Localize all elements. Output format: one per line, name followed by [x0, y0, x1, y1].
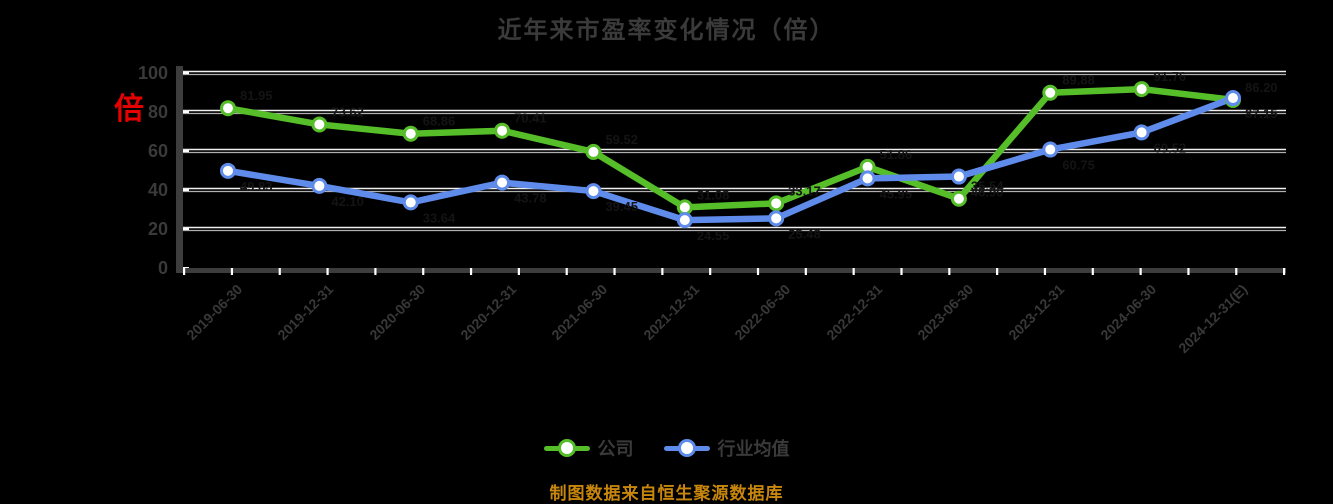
data-point-label-公司: 33.17 — [788, 183, 821, 198]
y-axis-tick — [183, 189, 189, 191]
legend-label-industry-average: 行业均值 — [717, 439, 790, 459]
x-axis-tick — [996, 268, 999, 275]
data-point-公司 — [220, 100, 236, 117]
series-line-行业均值 — [224, 94, 1237, 224]
y-axis-line — [176, 66, 183, 273]
data-point-公司 — [311, 116, 328, 133]
data-point-label-行业均值: 42.10 — [331, 194, 364, 209]
data-point-行业均值 — [494, 174, 511, 191]
x-axis-tick — [804, 268, 807, 275]
data-point-label-公司: 31.08 — [697, 187, 730, 202]
x-axis-tick — [900, 268, 903, 275]
data-point-行业均值 — [220, 162, 236, 179]
data-point-label-行业均值: 45.95 — [880, 186, 913, 201]
data-point-公司 — [676, 199, 693, 216]
data-point-label-公司: 91.76 — [1154, 69, 1187, 84]
data-point-label-行业均值: 69.52 — [1154, 140, 1187, 155]
data-point-行业均值 — [950, 168, 967, 185]
x-axis-tick — [230, 268, 234, 275]
x-axis-tick — [1235, 268, 1238, 275]
plot-area: 81.95 73.62 68.86 70.41 59.52 31.08 33.17 51.86… — [176, 66, 1286, 275]
data-point-公司 — [402, 125, 419, 142]
chart-title: 近年来市盈率变化情况（倍） — [497, 17, 836, 44]
legend-item-company[interactable]: 公司 — [543, 435, 634, 461]
y-tick-label-0: 0 — [157, 258, 168, 278]
data-point-label-行业均值: 43.78 — [514, 191, 547, 206]
x-axis-tick — [1283, 268, 1286, 275]
x-axis-tick — [565, 268, 568, 275]
data-point-公司 — [768, 195, 785, 212]
x-axis-tick — [326, 268, 329, 275]
y-axis-tick — [183, 228, 189, 230]
data-point-label-行业均值: 60.75 — [1062, 158, 1095, 173]
data-point-label-公司: 59.52 — [605, 132, 638, 147]
data-point-label-行业均值: 46.90 — [971, 185, 1004, 200]
data-point-label-公司: 86.20 — [1245, 80, 1278, 95]
data-point-label-行业均值: 39.45 — [605, 199, 638, 214]
data-point-label-行业均值: 25.48 — [788, 226, 821, 241]
data-point-label-公司: 81.95 — [240, 88, 273, 103]
data-point-label-公司: 73.62 — [331, 104, 364, 119]
data-point-行业均值 — [402, 194, 419, 211]
x-axis-tick — [422, 268, 425, 275]
x-axis-tick — [756, 268, 760, 275]
data-point-公司 — [1133, 81, 1150, 98]
legend-item-industry-average[interactable]: 行业均值 — [663, 435, 790, 461]
data-point-行业均值 — [859, 170, 876, 187]
data-point-行业均值 — [768, 210, 785, 227]
company-line-marker-icon — [543, 439, 590, 457]
x-axis-tick — [517, 268, 520, 275]
y-axis-tick — [183, 72, 189, 74]
data-point-label-公司: 68.86 — [423, 114, 456, 129]
x-axis-tick — [1187, 268, 1190, 275]
x-axis-tick — [183, 268, 186, 275]
y-axis-unit-label: 倍 — [114, 93, 144, 126]
industry-line-marker-icon — [663, 439, 710, 457]
x-axis-tick — [1091, 268, 1094, 275]
data-point-行业均值 — [1225, 90, 1241, 107]
data-point-公司 — [950, 190, 967, 207]
data-point-公司 — [1042, 84, 1059, 101]
chart-legend: 公司 行业均值 — [0, 430, 1333, 466]
x-axis-tick — [469, 268, 473, 275]
x-axis-line — [176, 268, 1286, 273]
y-tick-label-60: 60 — [147, 141, 168, 161]
y-tick-label-80: 80 — [147, 102, 168, 122]
data-point-行业均值 — [585, 183, 602, 200]
y-axis-tick — [183, 150, 189, 152]
x-axis-tick — [1043, 268, 1047, 275]
x-axis-tick — [661, 268, 664, 275]
data-point-公司 — [585, 143, 602, 160]
series-line-公司 — [224, 85, 1237, 211]
x-axis-tick — [374, 268, 377, 275]
data-source-note: 制图数据来自恒生聚源数据库 — [549, 484, 784, 503]
x-axis-tick — [852, 268, 855, 275]
data-point-label-公司: 35.54 — [971, 179, 1004, 194]
x-axis-tick — [278, 268, 281, 275]
y-tick-label-100: 100 — [137, 63, 168, 83]
data-point-label-公司: 51.86 — [880, 147, 913, 162]
data-point-label-行业均值: 24.55 — [697, 228, 730, 243]
data-point-label-行业均值: 87.15 — [1245, 106, 1278, 121]
data-point-行业均值 — [311, 177, 328, 194]
y-tick-label-20: 20 — [147, 219, 168, 239]
x-axis-tick — [613, 268, 616, 275]
data-point-公司 — [494, 122, 511, 139]
x-axis-tick — [948, 268, 951, 275]
legend-label-company: 公司 — [597, 439, 634, 459]
data-point-label-公司: 70.41 — [514, 111, 547, 126]
data-point-行业均值 — [676, 212, 693, 229]
x-axis-tick — [709, 268, 712, 275]
data-point-行业均值 — [1042, 141, 1059, 158]
data-point-label-行业均值: 33.64 — [423, 210, 456, 225]
x-axis-tick — [1139, 268, 1142, 275]
data-point-行业均值 — [1133, 124, 1150, 141]
y-tick-label-40: 40 — [147, 180, 168, 200]
data-point-label-行业均值: 49.83 — [240, 179, 273, 194]
y-axis-tick — [183, 111, 189, 113]
data-point-label-公司: 89.88 — [1062, 73, 1095, 88]
